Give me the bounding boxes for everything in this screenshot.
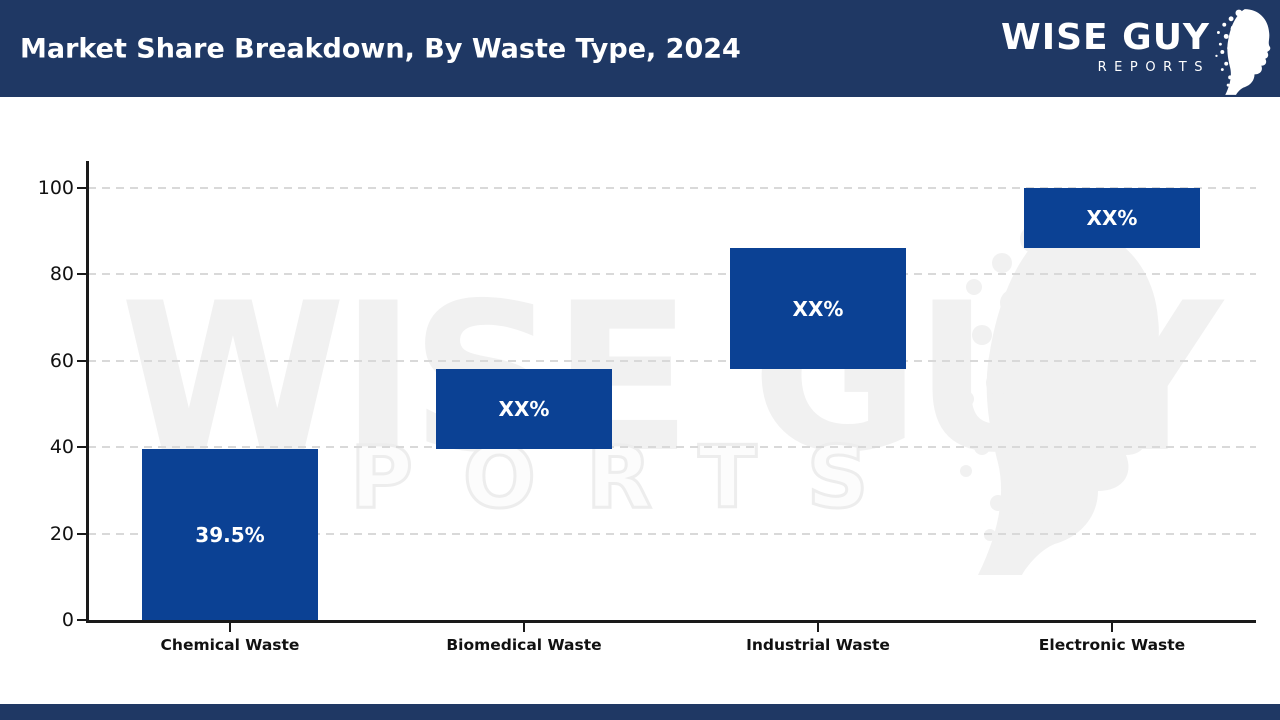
gridline-80 xyxy=(88,273,1256,276)
category-label-2: Industrial Waste xyxy=(746,636,890,654)
wise-guy-head-icon xyxy=(1215,9,1271,95)
x-tick-mark-1 xyxy=(523,623,525,632)
y-tick-mark-40 xyxy=(77,446,86,449)
bar-chemical-waste: 39.5% xyxy=(142,449,318,620)
y-tick-label-60: 60 xyxy=(49,349,74,372)
bar-biomedical-waste: XX% xyxy=(436,369,612,450)
brand-name: WISE GUY xyxy=(1000,17,1210,58)
chart-area: WISE GUY PORTS 0 20 40 60 80 100 39.5% Chemical… xyxy=(0,97,1280,704)
bar-industrial-waste: XX% xyxy=(730,248,906,370)
brand-logo-text: WISE GUY REPORTS xyxy=(1000,17,1210,76)
y-tick-label-20: 20 xyxy=(49,522,74,545)
plot-region: 0 20 40 60 80 100 39.5% Chemical Waste XX% Biomed… xyxy=(0,97,1280,704)
gridline-100 xyxy=(88,187,1256,189)
header-bar: Market Share Breakdown, By Waste Type, 2… xyxy=(0,0,1280,97)
category-label-0: Chemical Waste xyxy=(160,636,300,654)
y-tick-label-100: 100 xyxy=(37,177,74,199)
y-tick-mark-0 xyxy=(77,619,86,621)
y-tick-label-40: 40 xyxy=(49,436,74,459)
bar-value-label: XX% xyxy=(498,397,550,422)
y-tick-mark-20 xyxy=(77,532,86,535)
y-tick-label-80: 80 xyxy=(49,263,74,286)
bar-electronic-waste: XX% xyxy=(1024,188,1200,249)
y-axis-line xyxy=(86,161,89,623)
y-tick-mark-100 xyxy=(77,187,86,189)
bar-value-label: XX% xyxy=(792,296,844,321)
x-axis-line xyxy=(86,620,1256,623)
x-tick-mark-0 xyxy=(229,623,231,632)
brand-subname: REPORTS xyxy=(1097,60,1210,75)
category-label-3: Electronic Waste xyxy=(1038,636,1186,654)
y-tick-label-0: 0 xyxy=(61,609,74,631)
y-tick-mark-60 xyxy=(77,359,86,362)
gridline-60 xyxy=(88,359,1256,362)
y-tick-mark-80 xyxy=(77,273,86,276)
x-tick-mark-3 xyxy=(1111,623,1113,632)
bar-value-label: XX% xyxy=(1086,206,1138,231)
footer-bar xyxy=(0,704,1280,720)
x-tick-mark-2 xyxy=(817,623,819,632)
brand-logo: WISE GUY REPORTS xyxy=(1001,4,1274,95)
gridline-40 xyxy=(88,446,1256,449)
page-title: Market Share Breakdown, By Waste Type, 2… xyxy=(20,33,741,64)
gridline-20 xyxy=(88,532,1256,535)
bar-value-label: 39.5% xyxy=(195,522,265,547)
category-label-1: Biomedical Waste xyxy=(446,636,602,654)
